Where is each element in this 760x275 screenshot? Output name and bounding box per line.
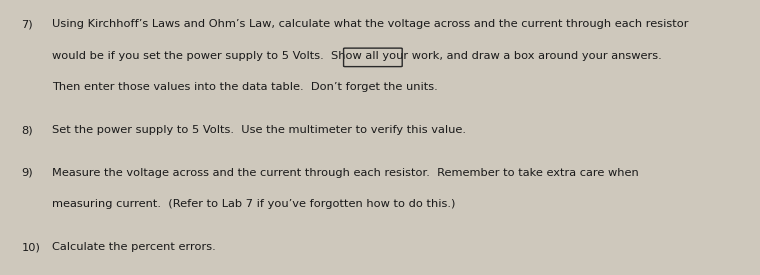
Text: measuring current.  (Refer to Lab 7 if you’ve forgotten how to do this.): measuring current. (Refer to Lab 7 if yo…	[52, 199, 455, 209]
Text: would be if you set the power supply to 5 Volts.  Show all your work, and draw a: would be if you set the power supply to …	[52, 51, 661, 61]
Text: 7): 7)	[21, 19, 33, 29]
Text: 9): 9)	[21, 168, 33, 178]
Text: 10): 10)	[21, 242, 40, 252]
Text: Then enter those values into the data table.  Don’t forget the units.: Then enter those values into the data ta…	[52, 82, 438, 92]
Text: 8): 8)	[21, 125, 33, 135]
Text: Measure the voltage across and the current through each resistor.  Remember to t: Measure the voltage across and the curre…	[52, 168, 638, 178]
Text: Calculate the percent errors.: Calculate the percent errors.	[52, 242, 215, 252]
Text: Set the power supply to 5 Volts.  Use the multimeter to verify this value.: Set the power supply to 5 Volts. Use the…	[52, 125, 466, 135]
Text: Using Kirchhoff’s Laws and Ohm’s Law, calculate what the voltage across and the : Using Kirchhoff’s Laws and Ohm’s Law, ca…	[52, 19, 689, 29]
